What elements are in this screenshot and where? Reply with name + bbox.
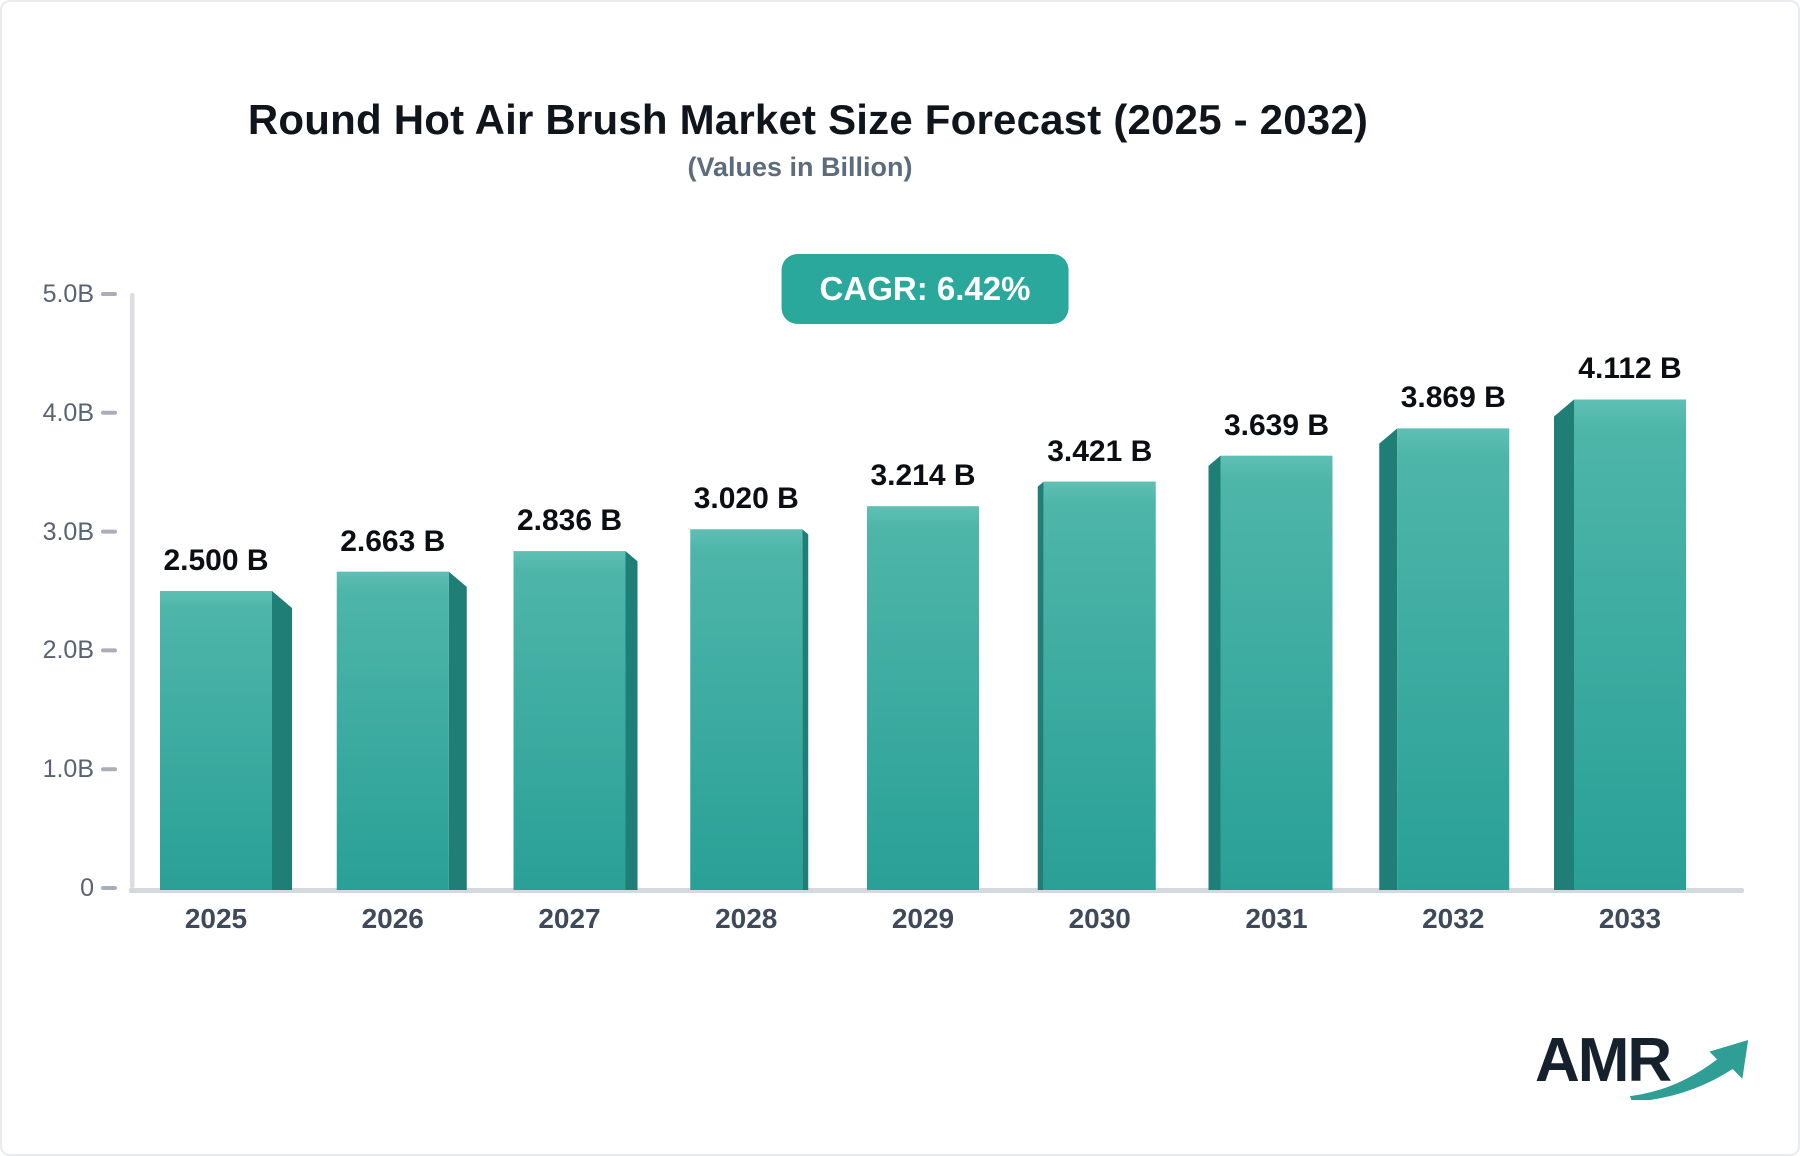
amr-logo-text: AMR [1535, 1026, 1672, 1095]
bar-side-face [1554, 399, 1574, 890]
bar-2027 [513, 551, 626, 890]
y-tick-dash [101, 886, 117, 890]
bar-value-label: 3.020 B [693, 482, 799, 516]
bar-value-label: 3.214 B [870, 459, 976, 493]
page-subtitle: (Values in Billion) [687, 152, 913, 182]
bar-side-face [1379, 428, 1398, 890]
bar-2028 [690, 529, 803, 890]
y-tick-dash [101, 648, 117, 653]
bar-side-face [1208, 455, 1221, 890]
bar-value-label: 2.663 B [340, 524, 446, 558]
bar-side-face [1037, 481, 1044, 890]
x-tick-label: 2027 [538, 903, 601, 934]
x-tick-label: 2028 [715, 903, 778, 934]
amr-logo: AMR [1535, 1026, 1749, 1116]
y-tick-dash [101, 529, 117, 534]
x-tick-label: 2032 [1422, 903, 1485, 934]
bar-value-label: 3.869 B [1400, 381, 1506, 415]
bar-side-face [802, 529, 809, 890]
y-tick-label: 3.0B [42, 517, 94, 546]
x-tick-label: 2026 [361, 903, 424, 934]
bar-side-face [625, 551, 638, 890]
y-tick-label: 5.0B [42, 280, 94, 308]
y-tick-dash [101, 410, 117, 415]
bar-2030 [1043, 481, 1156, 890]
bar-value-label: 2.500 B [163, 544, 269, 577]
y-tick-label: 0 [80, 874, 94, 902]
bar-2032 [1397, 428, 1510, 890]
bar-side-face [272, 591, 292, 890]
y-tick-label: 2.0B [42, 636, 94, 665]
bar-value-label: 3.639 B [1223, 408, 1330, 442]
y-tick-dash [101, 767, 117, 772]
bar-2026 [336, 571, 449, 890]
x-tick-label: 2029 [891, 903, 955, 934]
x-tick-label: 2025 [184, 903, 248, 934]
x-tick-label: 2033 [1598, 903, 1662, 934]
cagr-badge: CAGR: 6.42% [781, 254, 1069, 324]
bar-2031 [1220, 455, 1333, 890]
bar-2025 [160, 591, 272, 890]
bar-value-label: 2.836 B [516, 504, 623, 538]
page-title: Round Hot Air Brush Market Size Forecast… [247, 96, 1369, 143]
y-tick-label: 1.0B [42, 755, 94, 784]
growth-arrow-icon [1629, 1039, 1749, 1100]
bar-side-face [448, 571, 467, 890]
y-tick-dash [101, 292, 117, 296]
x-tick-label: 2031 [1245, 903, 1308, 934]
bar-2029 [867, 506, 979, 890]
y-tick-label: 4.0B [42, 398, 94, 427]
x-tick-label: 2030 [1068, 903, 1131, 934]
bar-2033 [1574, 399, 1686, 890]
bar-value-label: 4.112 B [1578, 352, 1682, 386]
y-axis-line [130, 293, 135, 888]
bar-value-label: 3.421 B [1047, 434, 1153, 468]
